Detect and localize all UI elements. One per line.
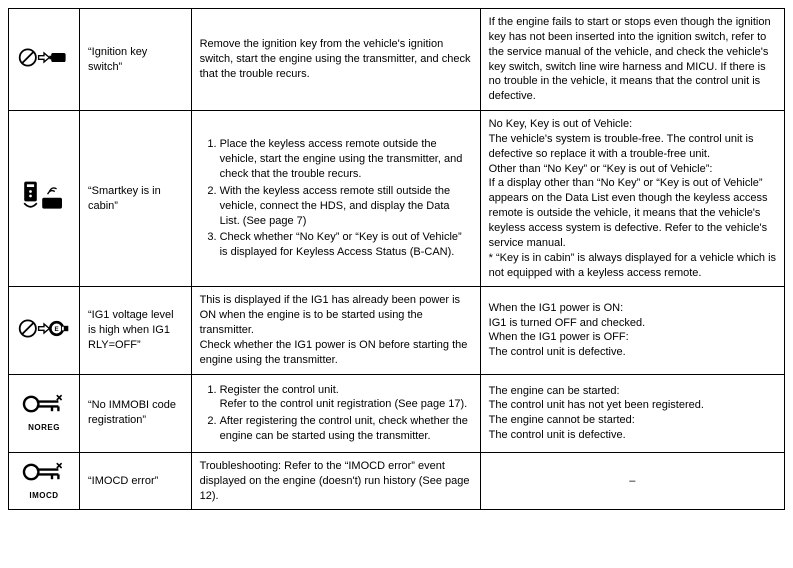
ig1-voltage-icon: E <box>17 333 71 345</box>
procedure-cell: Troubleshooting: Refer to the “IMOCD err… <box>191 452 480 510</box>
error-name: “Ignition key switch” <box>80 9 192 111</box>
proc-line: Check whether the IG1 power is ON before… <box>200 339 468 366</box>
diag-line: The control unit is defective. <box>489 429 626 441</box>
procedure-step: After registering the control unit, chec… <box>220 414 472 444</box>
table-row: IMOCD “IMOCD error” Troubleshooting: Ref… <box>9 452 785 510</box>
procedure-cell: Remove the ignition key from the vehicle… <box>191 9 480 111</box>
icon-label: NOREG <box>13 423 75 434</box>
error-name: “No IMMOBI code registration” <box>80 374 192 452</box>
table-row: “Smartkey is in cabin” Place the keyless… <box>9 111 785 287</box>
diag-line: The engine can be started: <box>489 385 620 397</box>
diag-line: The control unit is defective. <box>489 346 626 358</box>
diagnosis-cell: – <box>480 452 784 510</box>
diagnosis-cell: If the engine fails to start or stops ev… <box>480 9 784 111</box>
icon-cell: NOREG <box>9 374 80 452</box>
table-row: NOREG “No IMMOBI code registration” Regi… <box>9 374 785 452</box>
table-row: E “IG1 voltage level is high when IG1 RL… <box>9 287 785 374</box>
diag-line: When the IG1 power is OFF: <box>489 331 629 343</box>
icon-label: IMOCD <box>13 491 75 502</box>
icon-cell <box>9 9 80 111</box>
error-name: “IMOCD error” <box>80 452 192 510</box>
smartkey-cabin-icon <box>17 205 71 217</box>
icon-cell: E <box>9 287 80 374</box>
diag-line: Other than “No Key” or “Key is out of Ve… <box>489 163 713 175</box>
icon-cell: IMOCD <box>9 452 80 510</box>
diagnosis-cell: When the IG1 power is ON: IG1 is turned … <box>480 287 784 374</box>
proc-line: This is displayed if the IG1 has already… <box>200 294 460 336</box>
procedure-cell: Place the keyless access remote outside … <box>191 111 480 287</box>
imocd-error-icon <box>17 475 71 487</box>
procedure-cell: Register the control unit. Refer to the … <box>191 374 480 452</box>
diag-line: * “Key is in cabin” is always displayed … <box>489 252 776 279</box>
icon-cell <box>9 111 80 287</box>
diag-line: IG1 is turned OFF and checked. <box>489 317 646 329</box>
error-name: “IG1 voltage level is high when IG1 RLY=… <box>80 287 192 374</box>
ignition-key-switch-icon <box>17 62 71 74</box>
svg-text:E: E <box>54 326 58 333</box>
procedure-step: Place the keyless access remote outside … <box>220 137 472 182</box>
no-immobi-icon <box>17 407 71 419</box>
procedure-step: With the keyless access remote still out… <box>220 184 472 229</box>
table-row: “Ignition key switch” Remove the ignitio… <box>9 9 785 111</box>
procedure-step: Register the control unit. Refer to the … <box>220 383 472 413</box>
diag-line: The vehicle's system is trouble-free. Th… <box>489 133 754 160</box>
diag-line: If a display other than “No Key” or “Key… <box>489 177 768 248</box>
diag-line: No Key, Key is out of Vehicle: <box>489 118 632 130</box>
procedure-step: Check whether “No Key” or “Key is out of… <box>220 230 472 260</box>
diag-line: When the IG1 power is ON: <box>489 302 624 314</box>
error-name: “Smartkey is in cabin” <box>80 111 192 287</box>
procedure-cell: This is displayed if the IG1 has already… <box>191 287 480 374</box>
diag-line: The control unit has not yet been regist… <box>489 399 704 411</box>
diagnosis-cell: The engine can be started: The control u… <box>480 374 784 452</box>
diag-line: The engine cannot be started: <box>489 414 635 426</box>
troubleshooting-table: “Ignition key switch” Remove the ignitio… <box>8 8 785 510</box>
diagnosis-cell: No Key, Key is out of Vehicle: The vehic… <box>480 111 784 287</box>
